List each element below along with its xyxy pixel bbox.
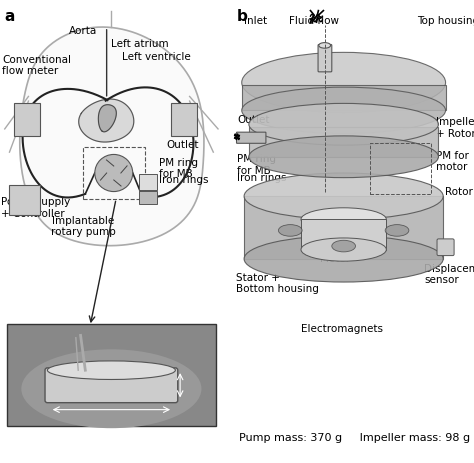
FancyBboxPatch shape (318, 45, 332, 73)
Ellipse shape (385, 225, 409, 237)
Text: Outlet: Outlet (237, 115, 270, 125)
Text: PM ring
for MB: PM ring for MB (237, 154, 276, 175)
FancyBboxPatch shape (139, 175, 157, 191)
Ellipse shape (244, 236, 443, 282)
Text: Displacement
sensor: Displacement sensor (424, 263, 474, 285)
FancyBboxPatch shape (139, 191, 157, 205)
Ellipse shape (244, 174, 443, 220)
Text: Iron rings: Iron rings (159, 175, 208, 185)
Text: Outlet: Outlet (7, 391, 40, 401)
Text: Electromagnets: Electromagnets (301, 323, 383, 333)
Text: Power supply
+ Controller: Power supply + Controller (1, 197, 71, 219)
FancyBboxPatch shape (9, 185, 40, 215)
Ellipse shape (242, 88, 446, 134)
Text: b: b (237, 9, 248, 24)
Circle shape (95, 155, 133, 192)
FancyBboxPatch shape (244, 197, 443, 259)
FancyBboxPatch shape (45, 368, 178, 403)
Text: Stator +
Bottom housing: Stator + Bottom housing (236, 272, 319, 294)
Ellipse shape (278, 225, 302, 237)
Text: Inlet: Inlet (36, 331, 59, 341)
Ellipse shape (301, 238, 386, 262)
Text: 28.5: 28.5 (187, 380, 209, 390)
Polygon shape (79, 100, 134, 143)
Ellipse shape (332, 241, 356, 252)
Text: Aorta: Aorta (69, 25, 97, 36)
Text: a: a (5, 9, 15, 24)
Ellipse shape (301, 208, 386, 232)
Text: PM ring
for MB: PM ring for MB (159, 157, 198, 179)
Text: Implantable
rotary pump: Implantable rotary pump (51, 215, 115, 237)
Text: Conventional
flow meter: Conventional flow meter (2, 55, 72, 76)
Text: Fluid flow: Fluid flow (289, 16, 339, 26)
Text: 69.0: 69.0 (100, 405, 122, 415)
FancyBboxPatch shape (301, 220, 386, 250)
Ellipse shape (242, 53, 446, 113)
Polygon shape (98, 106, 116, 132)
Text: Rotor: Rotor (445, 186, 473, 196)
Text: Motor: Motor (320, 254, 351, 264)
Ellipse shape (47, 361, 175, 380)
Text: Pump mass: 370 g     Impeller mass: 98 g: Pump mass: 370 g Impeller mass: 98 g (239, 432, 471, 443)
FancyBboxPatch shape (14, 104, 40, 137)
Text: Impeller
+ Rotor: Impeller + Rotor (436, 117, 474, 138)
Ellipse shape (249, 104, 438, 146)
Ellipse shape (21, 350, 201, 428)
Text: PM for
motor: PM for motor (436, 150, 469, 172)
FancyBboxPatch shape (242, 86, 446, 111)
Ellipse shape (319, 44, 331, 49)
Ellipse shape (249, 137, 438, 178)
Text: Top housing: Top housing (417, 16, 474, 26)
Polygon shape (20, 28, 204, 246)
Text: Outlet: Outlet (166, 140, 199, 150)
Text: Left ventricle: Left ventricle (122, 52, 191, 62)
Text: Left atrium: Left atrium (111, 39, 169, 50)
FancyBboxPatch shape (437, 239, 454, 256)
FancyBboxPatch shape (171, 104, 197, 137)
FancyBboxPatch shape (7, 324, 216, 426)
FancyBboxPatch shape (249, 127, 438, 157)
Text: Iron rings: Iron rings (237, 172, 286, 182)
FancyBboxPatch shape (237, 133, 266, 144)
Text: Inlet: Inlet (244, 16, 267, 26)
